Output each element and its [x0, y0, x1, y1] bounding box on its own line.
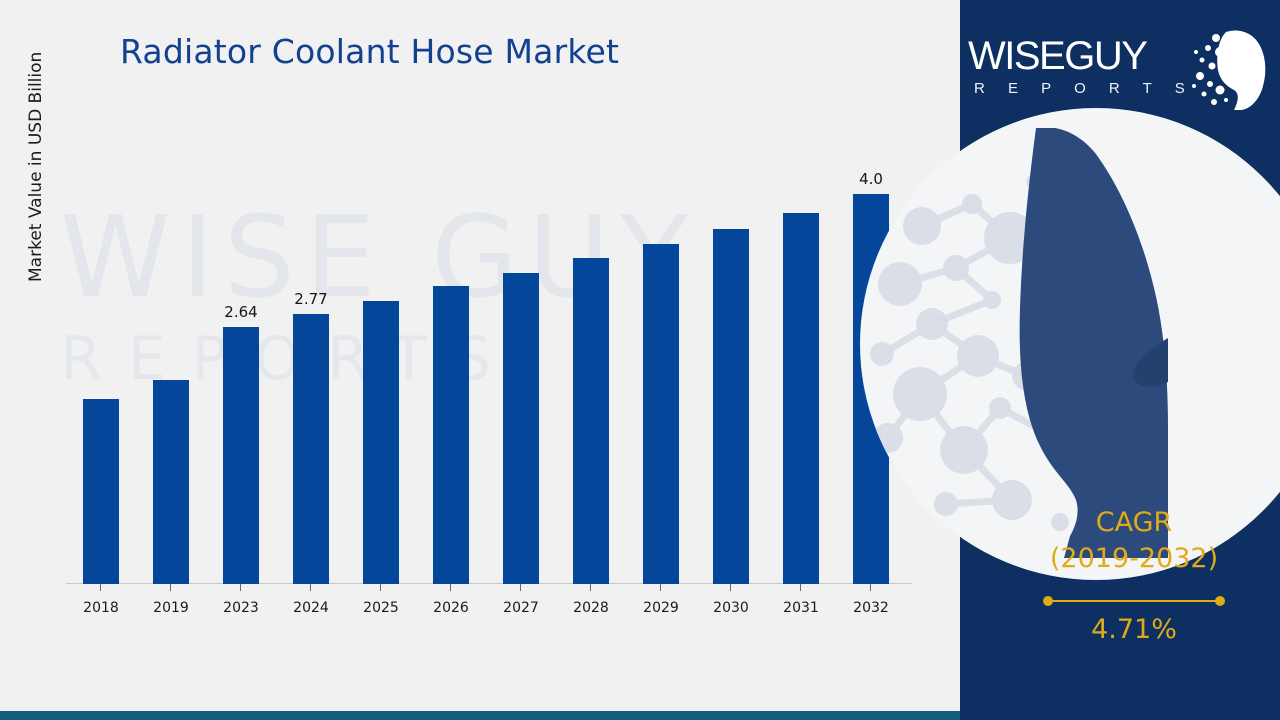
bar-group: 2031	[766, 150, 836, 616]
x-axis-tick-label: 2026	[433, 600, 469, 616]
x-axis-tick-label: 2028	[573, 600, 609, 616]
x-axis-tick	[100, 584, 101, 591]
logo-wordmark: WISEGUY	[968, 34, 1148, 78]
x-axis-tick	[450, 584, 451, 591]
brand-logo: WISEGUY R E P O R T S	[968, 30, 1268, 122]
x-axis-tick	[870, 584, 871, 591]
x-axis-baseline	[66, 583, 912, 584]
bar-group: 2.77 2024	[276, 150, 346, 616]
bar-group: 2030	[696, 150, 766, 616]
bar	[713, 229, 749, 584]
x-axis-tick-label: 2024	[293, 600, 329, 616]
bar	[643, 244, 679, 584]
cagr-value: 4.71%	[1091, 614, 1177, 646]
page-title: Radiator Coolant Hose Market	[120, 32, 620, 71]
bar-group: 2029	[626, 150, 696, 616]
cagr-period: (2019-2032)	[1049, 542, 1219, 574]
bar-chart-plot: 2018 2019 2.64 2023 2.77 2024 2025 2026 2027 2028…	[66, 150, 912, 616]
bar-value-label: 4.0	[859, 170, 883, 188]
bar-value-label: 2.64	[224, 303, 258, 321]
cagr-label: CAGR	[1095, 507, 1173, 538]
logo-subtitle: R E P O R T S	[974, 80, 1195, 97]
x-axis-tick-label: 2031	[783, 600, 819, 616]
bar-group: 2019	[136, 150, 206, 616]
bar	[223, 327, 259, 584]
x-axis-tick	[170, 584, 171, 591]
bar	[573, 258, 609, 584]
x-axis-tick	[240, 584, 241, 591]
bar	[363, 301, 399, 584]
bar	[153, 380, 189, 584]
y-axis-label: Market Value in USD Billion	[26, 51, 46, 282]
bar	[83, 399, 119, 584]
x-axis-tick-label: 2025	[363, 600, 399, 616]
x-axis-tick-label: 2018	[83, 600, 119, 616]
bar	[503, 273, 539, 584]
x-axis-tick	[520, 584, 521, 591]
head-profile-icon	[1019, 128, 1168, 558]
bar	[433, 286, 469, 584]
x-axis-tick	[800, 584, 801, 591]
x-axis-tick-label: 2030	[713, 600, 749, 616]
chart-panel: WISE GUY REPORTS Radiator Coolant Hose M…	[26, 32, 912, 616]
x-axis-tick	[660, 584, 661, 591]
divider-dot-right	[1215, 596, 1225, 607]
logo-head-dots-icon	[1192, 30, 1266, 110]
x-axis-tick	[380, 584, 381, 591]
x-axis-tick	[590, 584, 591, 591]
bar-group: 2027	[486, 150, 556, 616]
x-axis-tick-label: 2019	[153, 600, 189, 616]
cagr-divider	[1043, 596, 1225, 607]
x-axis-tick-label: 2023	[223, 600, 259, 616]
bar-group: 2026	[416, 150, 486, 616]
cagr-block: CAGR (2019-2032) 4.71%	[1000, 505, 1268, 645]
x-axis-tick	[310, 584, 311, 591]
bar-group: 2.64 2023	[206, 150, 276, 616]
x-axis-tick	[730, 584, 731, 591]
bar-group: 2025	[346, 150, 416, 616]
bar-group: 2028	[556, 150, 626, 616]
x-axis-tick-label: 2029	[643, 600, 679, 616]
x-axis-tick-label: 2027	[503, 600, 539, 616]
bar-group: 2018	[66, 150, 136, 616]
x-axis-tick-label: 2032	[853, 600, 889, 616]
bar	[293, 314, 329, 584]
bottom-accent-strip	[0, 711, 960, 720]
divider-line	[1048, 600, 1220, 603]
bar	[783, 213, 819, 584]
bar-value-label: 2.77	[294, 290, 328, 308]
